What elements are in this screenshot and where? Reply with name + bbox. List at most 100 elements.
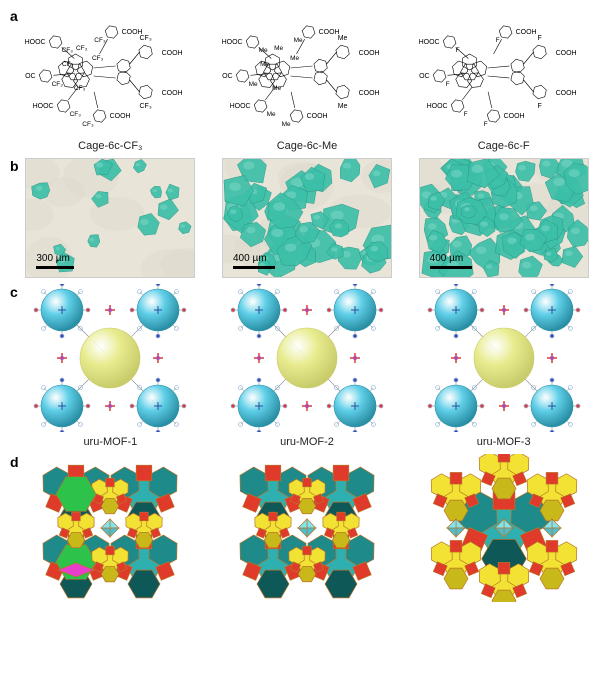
mof-caption-0: uru-MOF-1 <box>83 436 137 448</box>
mof-caption-2: uru-MOF-3 <box>477 436 531 448</box>
svg-text:F: F <box>463 111 467 118</box>
svg-text:Me: Me <box>282 121 291 128</box>
svg-text:Me: Me <box>272 85 281 92</box>
chem-caption-0: Cage-6c-CF₃ <box>78 140 142 152</box>
svg-text:COOH: COOH <box>515 29 536 36</box>
mof-diagram-2 <box>419 284 589 432</box>
mof-diagram-0 <box>25 284 195 432</box>
col-a-1: COOHMeCOOHMeHOOCMeHOOCMeHOOCMeCOOHMeCOOH… <box>221 8 394 152</box>
svg-text:HOOC: HOOC <box>222 73 233 80</box>
svg-text:HOOC: HOOC <box>419 73 430 80</box>
scalebar-line-2 <box>430 266 472 269</box>
svg-text:COOH: COOH <box>122 29 143 36</box>
panel-label-a: a <box>10 8 24 24</box>
svg-text:CF₃: CF₃ <box>95 37 107 44</box>
svg-text:COOH: COOH <box>555 90 576 97</box>
col-a-0: COOHCF₃COOHCF₃HOOCCF₃HOOCCF₃HOOCCF₃COOHC… <box>24 8 197 152</box>
col-c-2: uru-MOF-3 <box>417 284 590 448</box>
row-c: c uru-MOF-1 uru-MOF-2 uru-MOF-3 <box>10 284 590 448</box>
row-b-columns: 300 µm 400 µm 400 µm <box>24 158 590 278</box>
svg-text:HOOC: HOOC <box>222 39 243 46</box>
panel-label-c: c <box>10 284 24 300</box>
svg-text:Me: Me <box>338 103 348 110</box>
figure-container: a COOHCF₃COOHCF₃HOOCCF₃HOOCCF₃HOOCCF₃COO… <box>0 0 600 616</box>
svg-text:HOOC: HOOC <box>419 39 440 46</box>
micrograph-2: 400 µm <box>419 158 589 278</box>
col-d-0 <box>24 454 197 602</box>
col-b-2: 400 µm <box>417 158 590 278</box>
row-d: d <box>10 454 590 602</box>
chem-caption-2: Cage-6c-F <box>478 140 530 152</box>
svg-text:Me: Me <box>259 47 268 54</box>
panel-label-b: b <box>10 158 24 174</box>
micrograph-1: 400 µm <box>222 158 392 278</box>
svg-text:CF₃: CF₃ <box>92 55 104 62</box>
svg-text:CF₃: CF₃ <box>83 121 95 128</box>
chem-structure-1: COOHMeCOOHMeHOOCMeHOOCMeHOOCMeCOOHMeCOOH… <box>222 8 392 136</box>
svg-text:HOOC: HOOC <box>33 103 54 110</box>
col-a-2: COOHFCOOHFHOOCFHOOCFHOOCFCOOHFCOOHF Cage… <box>417 8 590 152</box>
scalebar-label-2: 400 µm <box>430 253 464 264</box>
svg-text:COOH: COOH <box>162 90 183 97</box>
svg-text:HOOC: HOOC <box>25 73 36 80</box>
svg-text:COOH: COOH <box>110 113 131 120</box>
svg-text:COOH: COOH <box>319 29 340 36</box>
row-b: b 300 µm 400 µm <box>10 158 590 278</box>
svg-text:Me: Me <box>274 45 283 52</box>
col-c-0: uru-MOF-1 <box>24 284 197 448</box>
row-c-columns: uru-MOF-1 uru-MOF-2 uru-MOF-3 <box>24 284 590 448</box>
chem-structure-2: COOHFCOOHFHOOCFHOOCFHOOCFCOOHFCOOHF <box>419 8 589 136</box>
scalebar-line-0 <box>36 266 74 269</box>
scalebar-label-1: 400 µm <box>233 253 267 264</box>
polyhedra-2 <box>419 454 589 602</box>
svg-text:COOH: COOH <box>359 50 380 57</box>
scalebar-2: 400 µm <box>430 253 472 269</box>
svg-text:F: F <box>495 37 499 44</box>
svg-text:F: F <box>483 121 487 128</box>
svg-text:COOH: COOH <box>359 90 380 97</box>
chem-structure-0: COOHCF₃COOHCF₃HOOCCF₃HOOCCF₃HOOCCF₃COOHC… <box>25 8 195 136</box>
scalebar-line-1 <box>233 266 275 269</box>
col-d-2 <box>417 454 590 602</box>
svg-text:F: F <box>537 103 541 110</box>
svg-text:CF₃: CF₃ <box>52 81 64 88</box>
row-a-columns: COOHCF₃COOHCF₃HOOCCF₃HOOCCF₃HOOCCF₃COOHC… <box>24 8 590 152</box>
svg-text:HOOC: HOOC <box>25 39 46 46</box>
scalebar-0: 300 µm <box>36 253 74 269</box>
svg-text:COOH: COOH <box>307 113 328 120</box>
svg-text:CF₃: CF₃ <box>62 47 74 54</box>
svg-text:HOOC: HOOC <box>230 103 251 110</box>
col-c-1: uru-MOF-2 <box>221 284 394 448</box>
svg-text:COOH: COOH <box>555 50 576 57</box>
scalebar-1: 400 µm <box>233 253 275 269</box>
svg-text:CF₃: CF₃ <box>140 35 152 42</box>
svg-text:CF₃: CF₃ <box>62 61 74 68</box>
svg-text:Me: Me <box>267 111 276 118</box>
svg-text:Me: Me <box>338 35 348 42</box>
row-a: a COOHCF₃COOHCF₃HOOCCF₃HOOCCF₃HOOCCF₃COO… <box>10 8 590 152</box>
svg-text:Me: Me <box>260 61 269 68</box>
svg-text:Me: Me <box>290 55 299 62</box>
polyhedra-0 <box>25 454 195 602</box>
row-d-columns <box>24 454 590 602</box>
svg-text:F: F <box>445 81 449 88</box>
svg-text:HOOC: HOOC <box>426 103 447 110</box>
svg-text:CF₃: CF₃ <box>70 111 82 118</box>
col-b-1: 400 µm <box>221 158 394 278</box>
svg-text:Me: Me <box>294 37 303 44</box>
scalebar-label-0: 300 µm <box>36 253 70 264</box>
col-d-1 <box>221 454 394 602</box>
mof-diagram-1 <box>222 284 392 432</box>
mof-caption-1: uru-MOF-2 <box>280 436 334 448</box>
svg-text:F: F <box>455 47 459 54</box>
svg-text:Me: Me <box>249 81 258 88</box>
col-b-0: 300 µm <box>24 158 197 278</box>
svg-text:CF₃: CF₃ <box>74 85 86 92</box>
svg-text:COOH: COOH <box>162 50 183 57</box>
panel-label-d: d <box>10 454 24 470</box>
chem-caption-1: Cage-6c-Me <box>277 140 338 152</box>
svg-text:CF₃: CF₃ <box>140 103 152 110</box>
polyhedra-1 <box>222 454 392 602</box>
svg-text:COOH: COOH <box>503 113 524 120</box>
svg-text:F: F <box>537 35 541 42</box>
